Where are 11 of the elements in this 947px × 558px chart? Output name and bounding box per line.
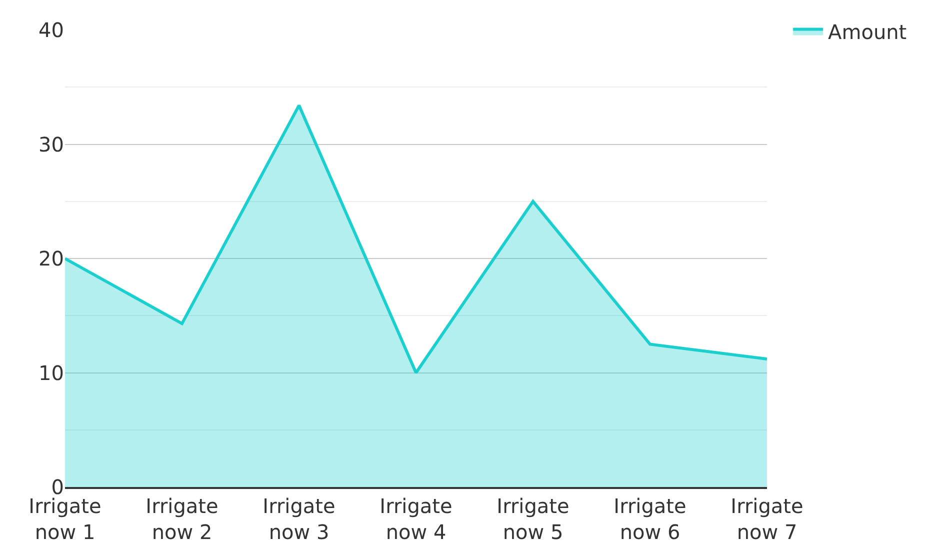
y-tick-label: 30 (38, 132, 64, 156)
y-tick-label: 40 (38, 18, 64, 42)
x-tick-label: Irrigate now 3 (262, 494, 336, 544)
x-tick-label: Irrigate now 4 (380, 494, 452, 544)
x-tick-label: Irrigate now 2 (146, 494, 218, 544)
y-tick-label: 10 (38, 360, 64, 385)
x-tick-label: Irrigate now 7 (730, 494, 804, 544)
x-tick-label: Irrigate now 5 (496, 494, 570, 544)
y-tick-label: 20 (38, 246, 64, 270)
legend-label: Amount (828, 20, 907, 44)
x-tick-label: Irrigate now 6 (614, 494, 686, 544)
